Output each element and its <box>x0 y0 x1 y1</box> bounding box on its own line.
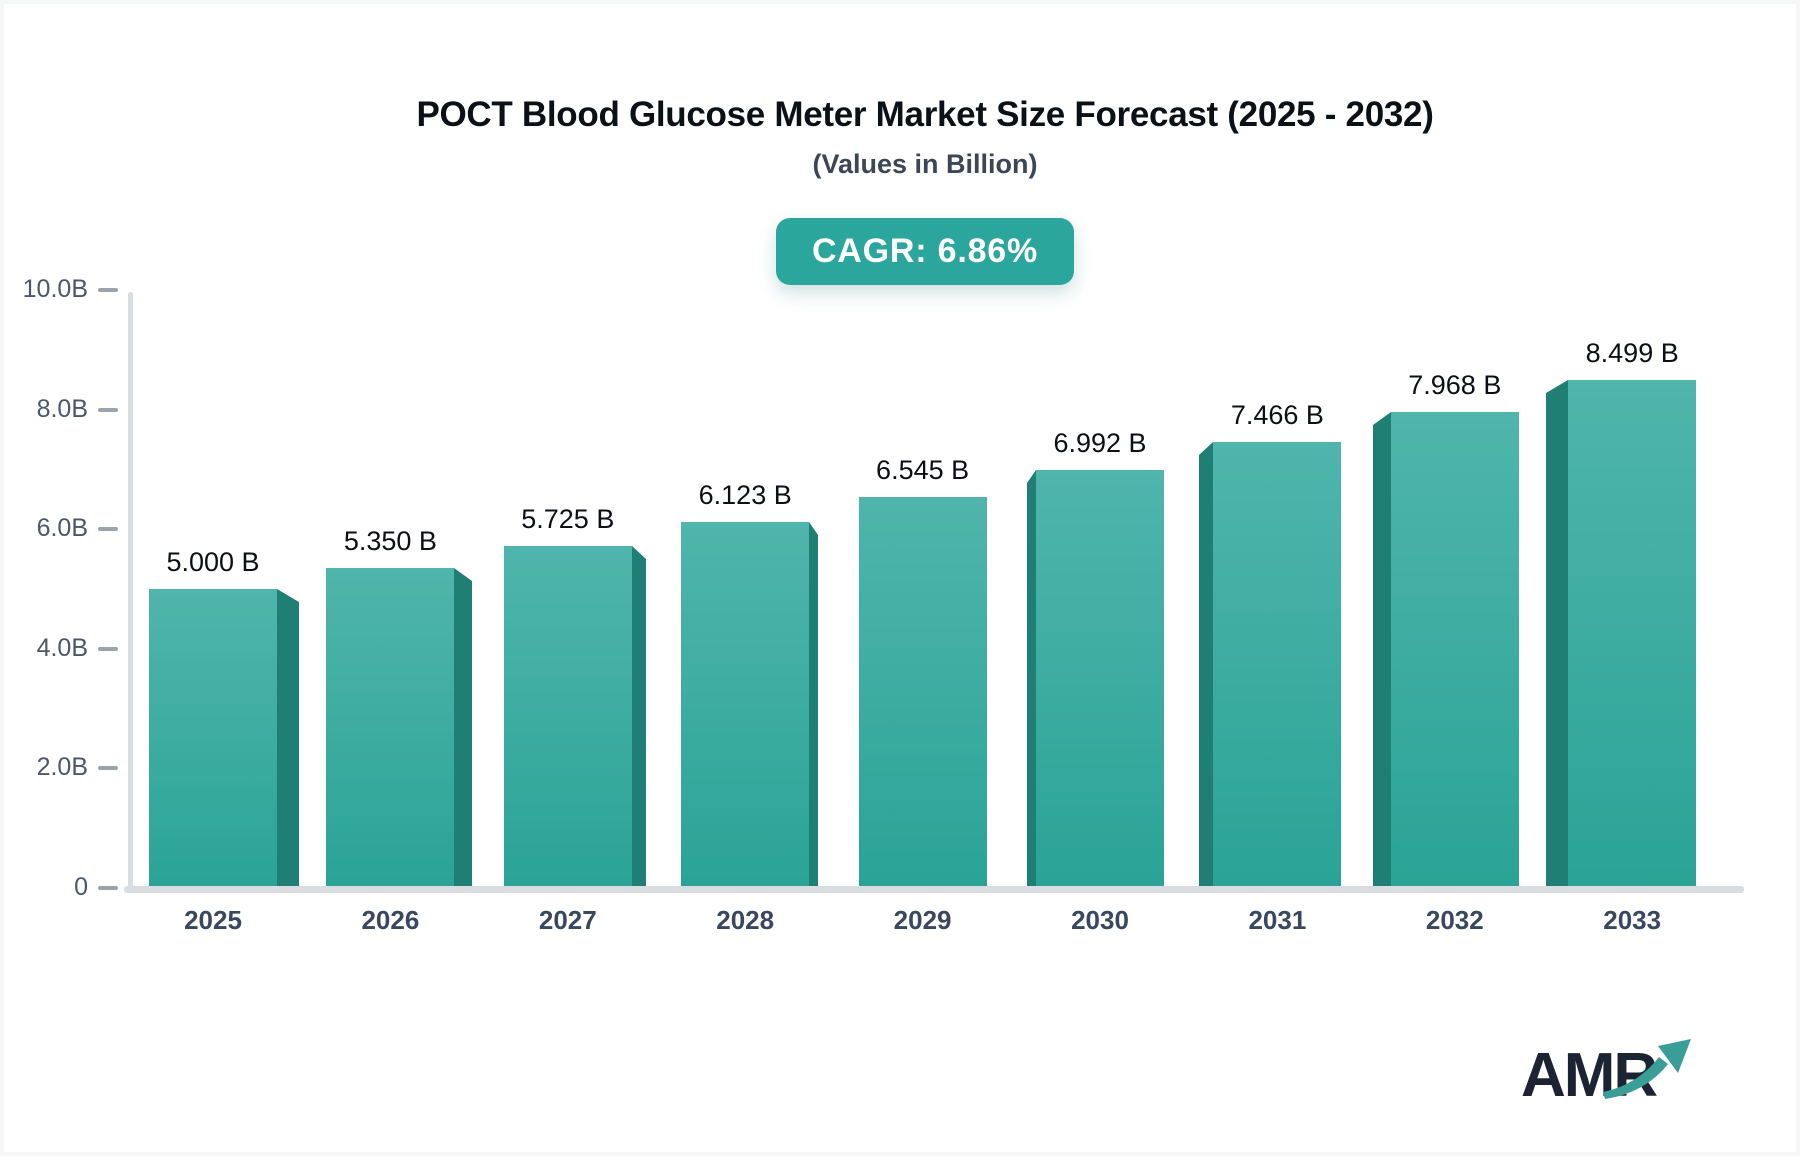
bar-side-3d <box>632 546 646 888</box>
bar-value-label: 7.968 B <box>1408 370 1502 400</box>
bar-value-label: 6.545 B <box>876 455 970 485</box>
amr-logo: AMR <box>1521 1039 1691 1110</box>
y-tick-dash <box>98 886 118 890</box>
bar-2028 <box>681 522 809 888</box>
chart-title: POCT Blood Glucose Meter Market Size For… <box>416 95 1434 134</box>
y-tick-label: 8.0B <box>36 394 88 423</box>
bar-side-3d <box>454 568 472 888</box>
x-axis-label: 2033 <box>1603 905 1662 935</box>
y-tick-dash <box>98 766 118 771</box>
bar-2030 <box>1036 470 1164 888</box>
bar-2029 <box>859 497 987 888</box>
bar-side-3d <box>1027 470 1036 888</box>
bar-value-label: 7.466 B <box>1230 400 1324 430</box>
y-tick-dash <box>98 407 118 412</box>
y-tick-dash <box>98 527 118 532</box>
x-axis-label: 2027 <box>538 905 597 935</box>
bar-value-label: 5.725 B <box>521 504 615 534</box>
amr-logo-arrowhead-icon <box>1658 1039 1691 1073</box>
y-tick-label: 4.0B <box>36 633 88 662</box>
y-tick-dash <box>98 288 118 292</box>
bar-2025 <box>149 589 277 888</box>
bar-2027 <box>504 546 632 888</box>
y-axis-line <box>128 292 133 892</box>
chart-subtitle: (Values in Billion) <box>812 149 1038 179</box>
bar-value-label: 5.000 B <box>166 547 260 577</box>
x-axis-label: 2026 <box>361 905 420 935</box>
x-axis-label: 2030 <box>1071 905 1129 935</box>
chart-header: POCT Blood Glucose Meter Market Size For… <box>25 0 1800 285</box>
y-tick-label: 6.0B <box>36 514 88 543</box>
bar-value-label: 8.499 B <box>1585 338 1679 368</box>
amr-logo-text: AMR <box>1521 1041 1657 1110</box>
x-axis-label: 2028 <box>716 905 775 935</box>
y-tick-label: 2.0B <box>36 753 88 782</box>
amr-logo-arrow-icon <box>1603 1057 1668 1099</box>
bar-2032 <box>1391 412 1519 888</box>
bar-side-3d <box>1546 380 1568 888</box>
x-axis-label: 2032 <box>1425 905 1484 935</box>
bar-side-3d <box>1199 442 1213 888</box>
x-axis-label: 2031 <box>1248 905 1307 935</box>
bar-value-label: 6.992 B <box>1053 428 1147 458</box>
x-axis-baseline <box>124 886 1744 893</box>
bar-side-3d <box>809 522 818 888</box>
cagr-badge: CAGR: 6.86% <box>775 218 1075 285</box>
bar-side-3d <box>1373 412 1391 888</box>
bar-2031 <box>1213 442 1341 888</box>
y-tick-dash <box>98 646 118 651</box>
bar-side-3d <box>277 589 299 888</box>
y-tick-label: 10.0B <box>22 275 88 303</box>
bar-value-label: 6.123 B <box>698 480 792 510</box>
bar-2033 <box>1568 380 1696 888</box>
bar-value-label: 5.350 B <box>343 526 437 556</box>
bar-2026 <box>326 568 454 888</box>
x-axis-label: 2025 <box>184 905 242 935</box>
y-tick-label: 0 <box>74 873 88 901</box>
x-axis-label: 2029 <box>893 905 952 935</box>
